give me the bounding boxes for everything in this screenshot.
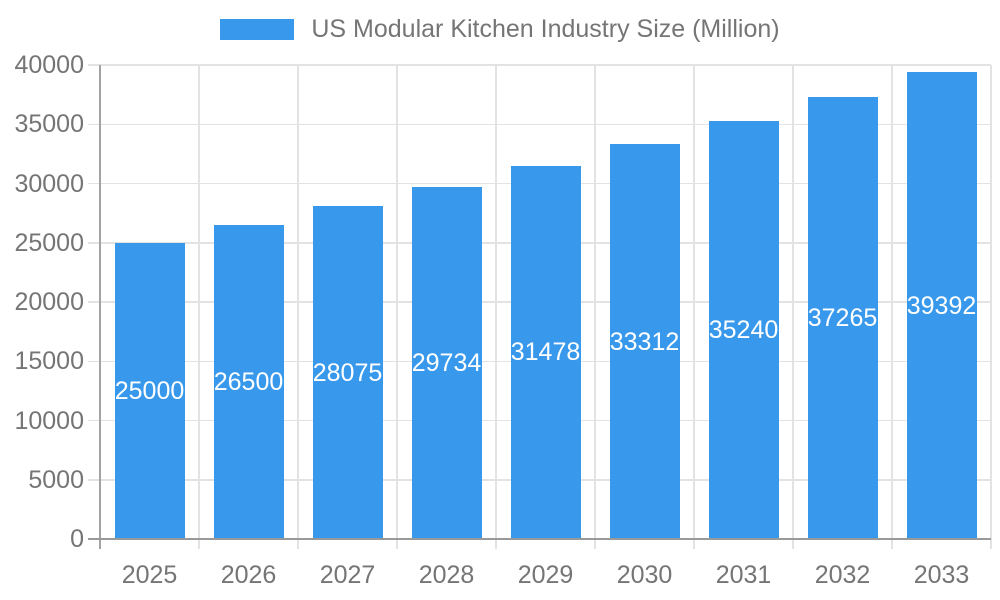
bar-value-label: 28075 xyxy=(312,358,383,387)
y-tick-label: 40000 xyxy=(14,51,84,79)
x-gridline xyxy=(693,65,695,549)
x-gridline xyxy=(396,65,398,549)
bar[interactable] xyxy=(906,72,977,539)
y-tick-label: 30000 xyxy=(14,169,84,198)
bar[interactable] xyxy=(312,206,383,539)
bar-value-label: 37265 xyxy=(807,304,878,333)
bar-value-label: 31478 xyxy=(510,338,581,367)
y-tick-label: 20000 xyxy=(14,288,84,316)
x-tick-label: 2026 xyxy=(220,561,277,589)
bar-value-label: 35240 xyxy=(708,316,779,345)
x-tick-label: 2028 xyxy=(418,561,475,589)
x-tick-label: 2033 xyxy=(913,561,970,589)
y-tick-label: 10000 xyxy=(14,406,84,435)
bar[interactable] xyxy=(807,97,878,539)
bar-value-label: 29734 xyxy=(411,348,482,377)
bar-value-label: 33312 xyxy=(609,327,680,356)
x-axis-baseline xyxy=(88,538,991,540)
y-tick-label: 5000 xyxy=(28,465,84,494)
x-tick-label: 2029 xyxy=(517,561,574,589)
bar[interactable] xyxy=(213,224,284,539)
legend-swatch[interactable] xyxy=(220,18,295,40)
x-gridline xyxy=(990,65,992,549)
x-tick-label: 2025 xyxy=(121,561,178,589)
y-axis-line xyxy=(99,65,101,549)
y-tick-label: 15000 xyxy=(14,347,84,376)
bar[interactable] xyxy=(510,165,581,539)
bar[interactable] xyxy=(114,242,185,539)
bar[interactable] xyxy=(708,121,779,539)
x-gridline xyxy=(792,65,794,549)
bar[interactable] xyxy=(411,186,482,539)
x-tick-label: 2027 xyxy=(319,561,376,589)
y-gridline xyxy=(88,64,991,66)
y-tick-label: 0 xyxy=(70,525,84,553)
y-tick-label: 25000 xyxy=(14,228,84,257)
y-gridline xyxy=(88,123,991,125)
bar-value-label: 26500 xyxy=(213,367,284,396)
bar-value-label: 25000 xyxy=(114,376,185,405)
x-gridline xyxy=(297,65,299,549)
x-gridline xyxy=(594,65,596,549)
x-gridline xyxy=(891,65,893,549)
x-gridline xyxy=(198,65,200,549)
x-tick-label: 2030 xyxy=(616,561,673,589)
x-tick-label: 2031 xyxy=(715,561,772,589)
bar-value-label: 39392 xyxy=(906,291,977,320)
y-tick-label: 35000 xyxy=(14,110,84,139)
x-tick-label: 2032 xyxy=(814,561,871,589)
chart-title: US Modular Kitchen Industry Size (Millio… xyxy=(311,15,780,43)
x-gridline xyxy=(495,65,497,549)
legend[interactable]: US Modular Kitchen Industry Size (Millio… xyxy=(0,14,1000,44)
bar[interactable] xyxy=(609,144,680,539)
